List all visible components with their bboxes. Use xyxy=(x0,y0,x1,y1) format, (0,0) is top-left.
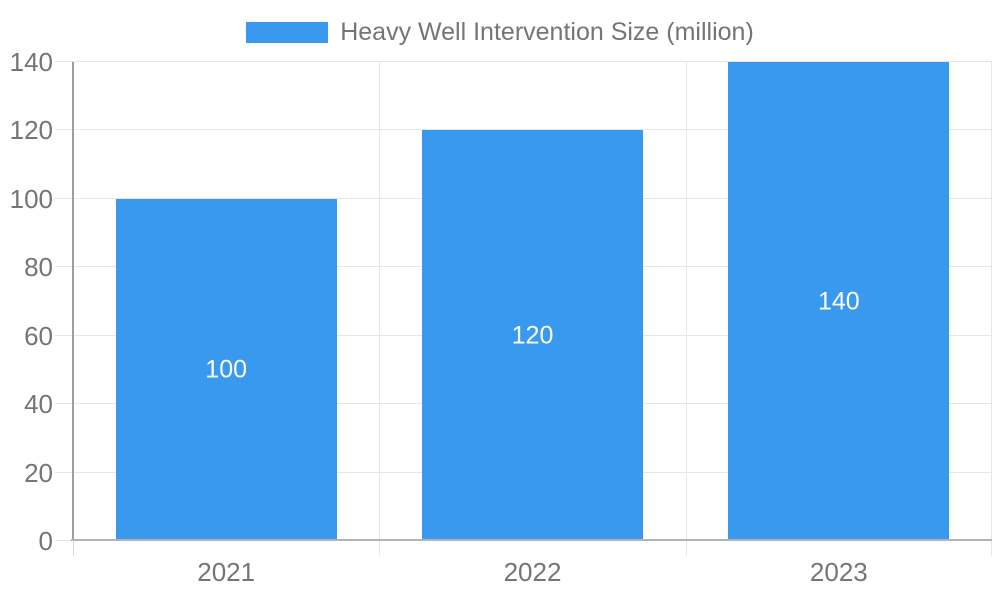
y-axis-line xyxy=(72,62,74,541)
x-axis-category-label: 2023 xyxy=(809,557,868,587)
x-gridline xyxy=(991,62,992,556)
bar-value-label: 120 xyxy=(511,321,554,350)
y-axis-tick-label: 100 xyxy=(9,184,53,214)
y-axis-tick-label: 40 xyxy=(24,389,53,419)
y-axis-tick-label: 0 xyxy=(38,526,53,556)
legend: Heavy Well Intervention Size (million) xyxy=(0,18,1000,46)
y-tick xyxy=(55,540,73,541)
x-axis-category-label: 2021 xyxy=(197,557,256,587)
y-axis-tick-label: 20 xyxy=(24,458,53,488)
bar-value-label: 100 xyxy=(205,355,248,384)
x-gridline xyxy=(686,62,687,556)
y-axis-tick-label: 80 xyxy=(24,252,53,282)
y-axis-tick-label: 140 xyxy=(9,47,53,77)
legend-swatch xyxy=(246,21,329,43)
y-gridline xyxy=(55,61,992,62)
y-axis-tick-label: 120 xyxy=(9,115,53,145)
plot-area: 100 120 140 xyxy=(55,61,992,556)
y-gridline xyxy=(55,129,992,130)
x-axis-baseline xyxy=(71,539,992,541)
x-axis-category-label: 2022 xyxy=(503,557,562,587)
axis-tick xyxy=(73,541,74,556)
bar-2023[interactable] xyxy=(728,62,949,541)
bar-value-label: 140 xyxy=(817,287,860,315)
legend-label: Heavy Well Intervention Size (million) xyxy=(340,18,754,46)
bar-2022[interactable] xyxy=(422,130,643,541)
bar-2021[interactable] xyxy=(116,199,337,541)
y-axis-tick-label: 60 xyxy=(24,321,53,351)
x-gridline xyxy=(379,62,380,556)
